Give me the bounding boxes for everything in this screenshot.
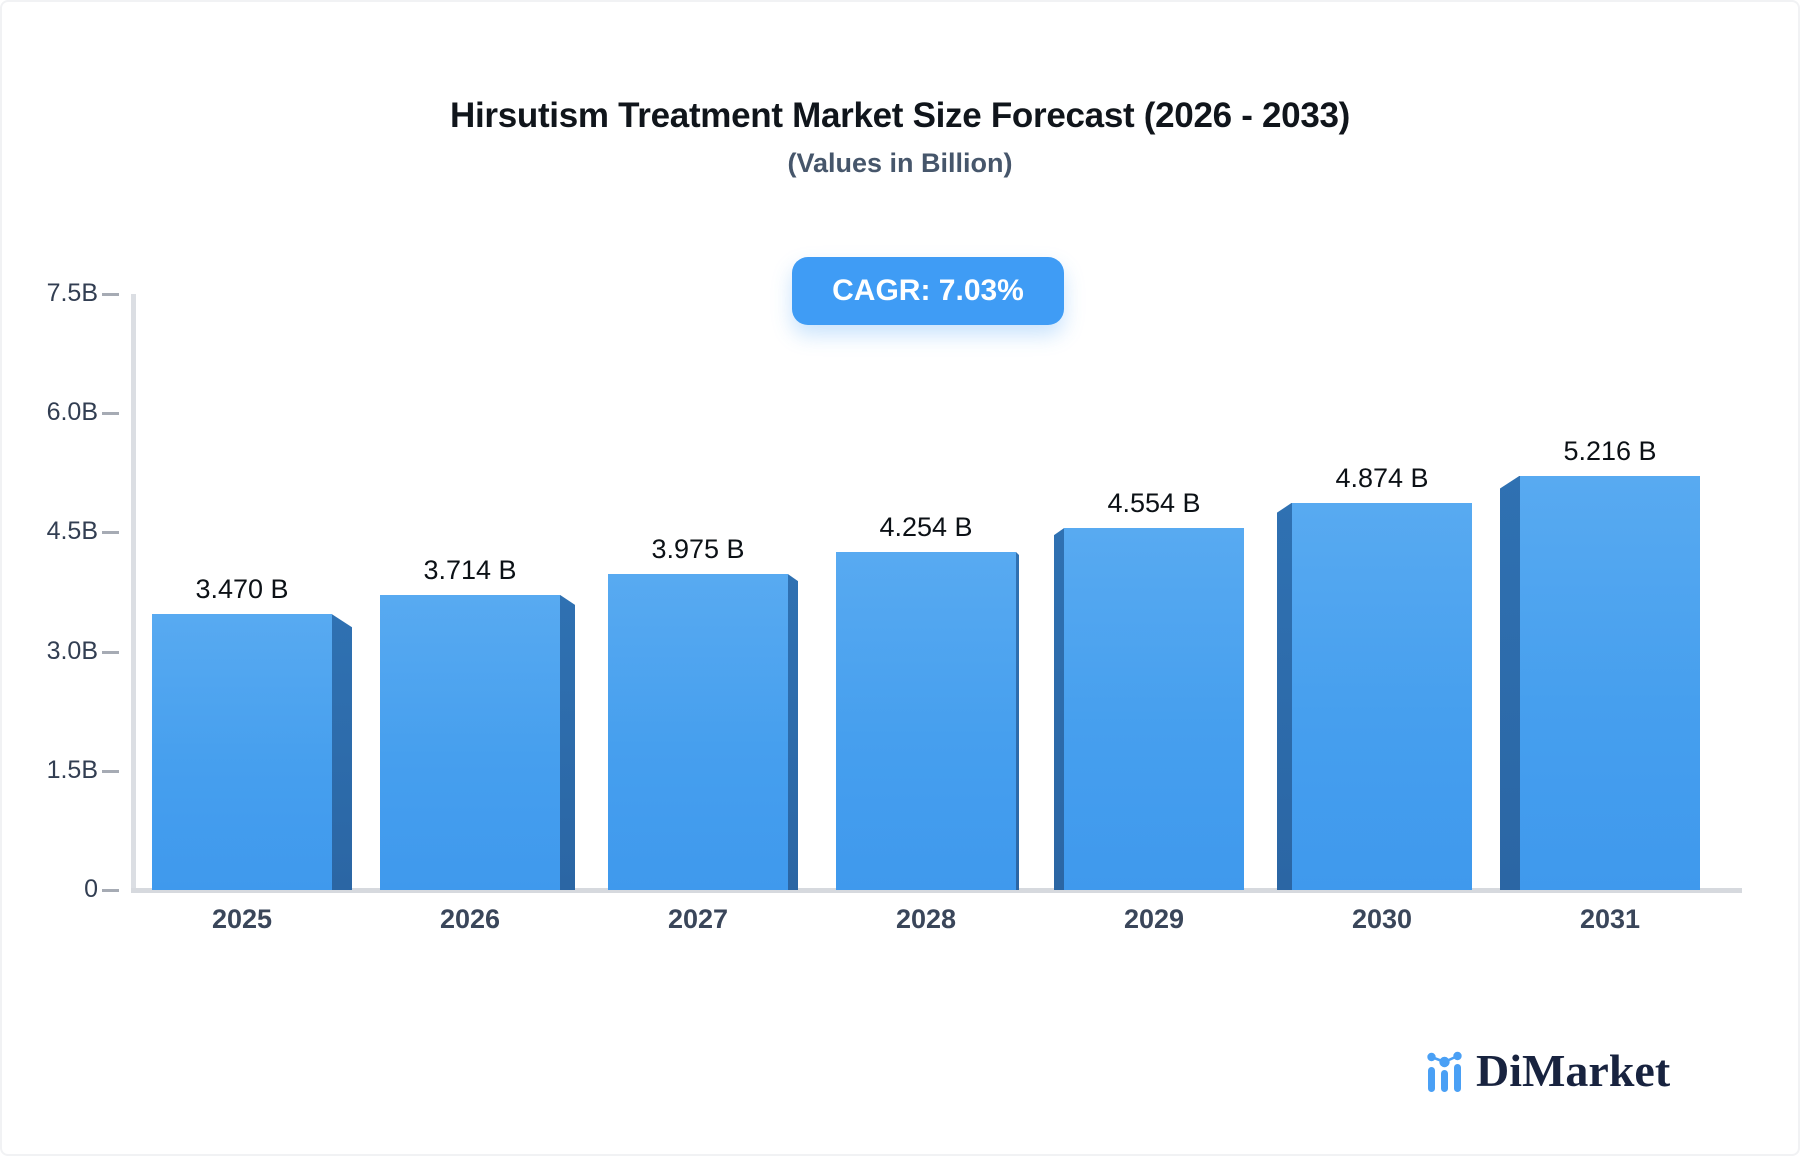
x-tick-label: 2028 xyxy=(895,904,957,934)
y-tick-label: 3.0B xyxy=(46,636,98,665)
y-tick-label: 7.5B xyxy=(46,279,98,307)
y-tick-label: 1.5B xyxy=(46,755,98,784)
y-axis-line xyxy=(131,294,136,890)
bar[interactable] xyxy=(1064,528,1244,890)
bar-3d-side xyxy=(1277,502,1292,890)
cagr-badge-label: CAGR: 7.03% xyxy=(832,274,1024,307)
bar-3d-side xyxy=(788,574,798,890)
bar-chart-logo-icon xyxy=(1427,1051,1462,1092)
bar-value-label: 4.254 B xyxy=(879,511,973,542)
x-tick-label: 2025 xyxy=(211,904,273,934)
bar[interactable] xyxy=(1520,475,1700,890)
bar-value-label: 3.714 B xyxy=(423,554,517,585)
y-tick-mark xyxy=(102,650,119,654)
y-tick-label: 6.0B xyxy=(46,398,98,427)
bar-3d-side xyxy=(1500,475,1520,890)
x-tick-label: 2029 xyxy=(1123,904,1185,934)
bar-3d-side xyxy=(560,594,575,890)
y-tick-mark xyxy=(102,531,119,535)
bar-3d-side xyxy=(332,614,352,890)
bar[interactable] xyxy=(1292,502,1472,890)
y-tick-mark xyxy=(102,412,119,416)
bar[interactable] xyxy=(608,574,788,890)
x-tick-label: 2027 xyxy=(667,904,729,934)
bar-value-label: 4.554 B xyxy=(1107,488,1201,519)
logo-text: DiMarket xyxy=(1476,1045,1671,1096)
page-title: Hirsutism Treatment Market Size Forecast… xyxy=(449,96,1351,135)
bar[interactable] xyxy=(836,551,1016,890)
y-tick-label: 4.5B xyxy=(46,517,98,546)
bar-3d-side xyxy=(1054,528,1064,890)
x-tick-label: 2030 xyxy=(1351,904,1413,934)
x-axis-baseline xyxy=(131,888,1742,893)
y-tick-mark xyxy=(102,293,119,296)
cagr-badge: CAGR: 7.03% xyxy=(792,257,1064,325)
bar[interactable] xyxy=(380,594,560,890)
bar-3d-side xyxy=(1016,551,1019,890)
y-tick-mark xyxy=(102,889,119,892)
x-tick-label: 2031 xyxy=(1579,904,1641,934)
dimarket-logo: DiMarket xyxy=(1426,1038,1670,1096)
bar-value-label: 3.470 B xyxy=(195,574,289,605)
bar-value-label: 3.975 B xyxy=(651,534,745,565)
y-tick-label: 0 xyxy=(84,875,98,903)
bar-value-label: 5.216 B xyxy=(1563,435,1657,466)
bar-value-label: 4.874 B xyxy=(1335,462,1429,493)
bar[interactable] xyxy=(152,614,332,890)
y-tick-mark xyxy=(102,769,119,773)
page-subtitle: (Values in Billion) xyxy=(787,148,1013,178)
x-tick-label: 2026 xyxy=(439,904,501,934)
